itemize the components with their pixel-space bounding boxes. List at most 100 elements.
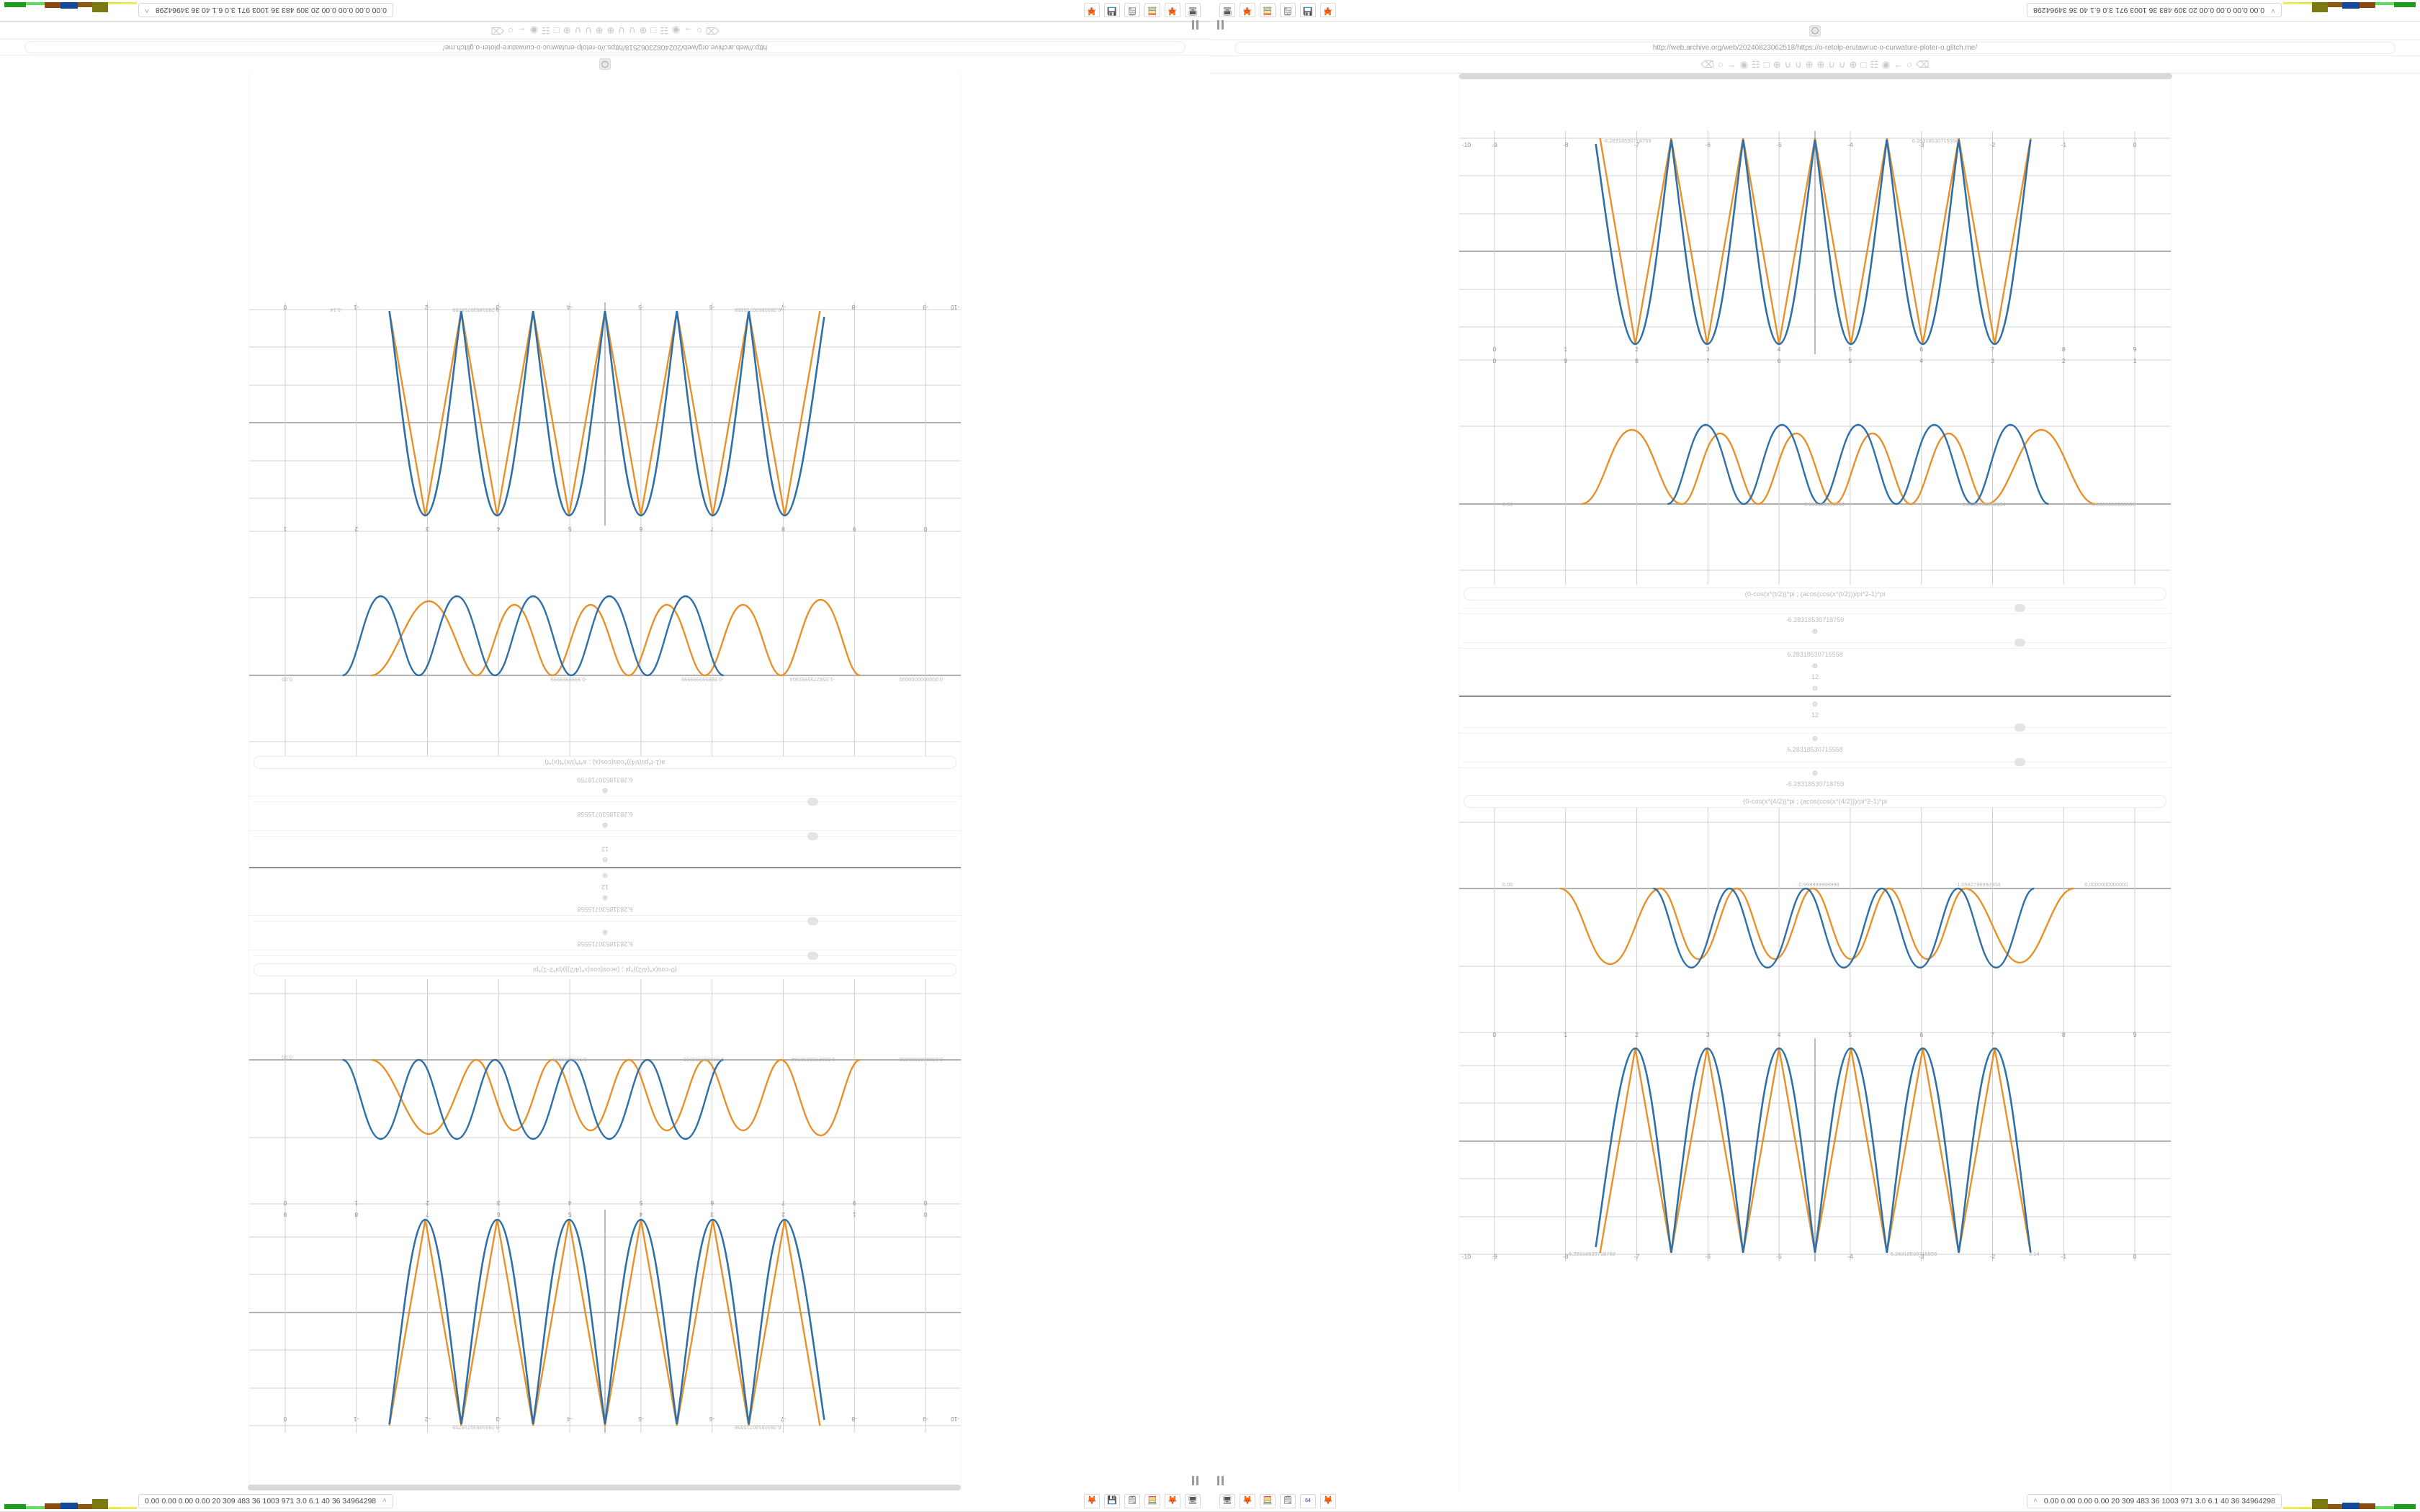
globe-icon-2[interactable]: ⊕ [606,25,615,37]
back-icon[interactable]: ⌫ [706,25,720,37]
globe-icon[interactable]: ⊕ [1773,58,1781,70]
system-monitor-bottom-left[interactable]: 0.00 0.00 0.00 0.00 20 309 483 36 1003 9… [138,1493,393,1508]
shield-icon[interactable]: ○ [1717,58,1724,70]
address-bar[interactable]: http://web.archive.org/web/2024082306251… [24,41,1186,53]
slider-row-b[interactable] [1459,636,2171,649]
slider-row-a[interactable] [249,950,961,962]
slider-row-b[interactable] [249,915,961,927]
shield-icon[interactable]: ○ [696,25,703,37]
slider-knob-b[interactable] [807,917,819,925]
slider-knob-a[interactable] [2014,604,2025,612]
slider-row-f[interactable] [249,796,961,808]
calculator-icon[interactable]: 🧮 [1144,1493,1160,1508]
slider-row-e[interactable] [1459,721,2171,734]
globe-icon-4[interactable]: ⊕ [563,25,571,37]
step-control-c[interactable]: ⊚ [601,871,609,880]
step-control-e[interactable]: ⊕ [1811,734,1819,743]
calculator-icon-b[interactable]: 🧮 [1260,1493,1276,1508]
horizontal-scrollbar-top-right[interactable] [1459,73,2172,79]
step-control-e[interactable]: ⊕ [601,821,609,829]
slider-knob-f[interactable] [807,798,819,806]
tab-curvature-plotter-right[interactable]: ◯ [1809,24,1821,37]
calculator-icon[interactable]: 🧮 [1260,3,1276,18]
chevron-up-icon-br[interactable]: ˄ [2033,1497,2038,1505]
trash-icon-2[interactable]: ☷ [542,25,550,37]
plot-curvature-upper-right[interactable]: 0 9 8 7 6 5 4 3 2 1 0.00 0.999999999999 … [1459,354,2171,585]
profile-icon[interactable]: ◉ [671,25,681,37]
profile-icon-2[interactable]: ◉ [529,25,539,37]
step-control-d[interactable]: ⊚ [601,855,609,864]
floppy-save-icon-b[interactable]: 64 [1300,1493,1316,1508]
window-icon[interactable]: □ [1763,58,1770,70]
notepad-icon-b[interactable]: 🗒 [1280,1493,1296,1508]
terminal-icon-b[interactable]: 🖥 [1185,3,1201,18]
smile-icon[interactable]: ∪ [628,25,636,37]
firefox-icon-c[interactable]: 🦊 [1320,1493,1336,1508]
back-icon[interactable]: ⌫ [1700,58,1714,70]
slider-knob-e[interactable] [2014,724,2025,732]
firefox-icon-b[interactable]: 🦊 [1240,1493,1255,1508]
system-monitor-top-right[interactable]: 0.00 0.00 0.00 0.00 20 309 483 36 1003 9… [138,3,393,18]
firefox-icon-b[interactable]: 🦊 [1165,3,1180,18]
back-arrow-icon[interactable]: ← [1894,58,1904,70]
smile-icon-2[interactable]: ∪ [1795,58,1802,70]
notepad-icon[interactable]: 🗒 [1124,1493,1140,1508]
tab-curvature-plotter[interactable]: ◯ [599,58,611,71]
trash-icon-2[interactable]: ☷ [1870,58,1878,70]
slider-knob-e[interactable] [807,832,819,840]
window-icon-2[interactable]: □ [1860,58,1867,70]
firefox-icon-c[interactable]: 🦊 [1084,3,1100,18]
forward-arrow-icon[interactable]: → [684,25,694,37]
globe-icon-3[interactable]: ⊕ [595,25,604,37]
smile-icon-4[interactable]: ∪ [574,25,582,37]
floppy-save-icon[interactable]: 💾 [1104,1493,1120,1508]
firefox-icon-2[interactable]: 🦊 [1240,3,1255,18]
plot-cosine-triangle-bottom[interactable]: 6.28318530715558 -6.28318530718759 -3.14… [249,302,961,526]
formula-input-bottom-right[interactable]: (0-cos(x*(4/2))*pi ; (acos(cos(x*(4/2)))… [1464,795,2166,808]
profile-icon-2[interactable]: ◉ [1881,58,1891,70]
step-control-d[interactable]: ⊚ [1811,700,1819,708]
globe-icon[interactable]: ⊕ [639,25,647,37]
smile-icon[interactable]: ∪ [1784,58,1792,70]
slider-knob-b[interactable] [2014,639,2025,647]
terminal-icon[interactable]: 🖥 [1219,3,1235,18]
step-control-f[interactable]: ⊕ [1811,769,1819,778]
slider-row-e[interactable] [249,830,961,842]
firefox-icon[interactable]: 🦊 [1084,1493,1100,1508]
notepad-icon-b[interactable]: 🗒 [1124,3,1140,18]
slider-knob-f[interactable] [2014,758,2025,766]
back-arrow-icon[interactable]: ← [516,25,526,37]
step-control-f[interactable]: ⊕ [601,786,609,795]
formula-input-top[interactable]: (0-cos(x*(4/2))*pi ; (acos(cos(x*(4/2)))… [254,963,956,976]
forward-icon[interactable]: ⌫ [1916,58,1930,70]
horizontal-scrollbar-top[interactable] [248,1485,961,1490]
step-control-a[interactable]: ⊕ [1811,627,1819,636]
smile-icon-3[interactable]: ∪ [585,25,592,37]
plot-cosine-triangle-top[interactable]: -10 -9 -8 -7 -6 -5 -4 -3 -2 -1 0 6.28318… [249,1210,961,1433]
terminal-icon[interactable]: 🖥 [1185,1493,1201,1508]
plot-curvature-lower-right[interactable]: 0.00 -0.999999999999 -1.0582736992304 0.… [1459,808,2171,1038]
shield-icon-2[interactable]: ○ [507,25,514,37]
chevron-up-icon-bl[interactable]: ˄ [382,1497,387,1505]
plot-curvature-lower[interactable]: 0.0000000000000 -1.0582736992304 -0.9999… [249,526,961,756]
forward-icon[interactable]: ⌫ [490,25,504,37]
notepad-icon[interactable]: 🗒 [1280,3,1296,18]
firefox-icon[interactable]: 🦊 [1320,3,1336,18]
firefox-icon-2[interactable]: 🦊 [1165,1493,1180,1508]
floppy-save-icon[interactable]: 💾 [1300,3,1316,18]
step-control-a[interactable]: ⊕ [601,928,609,937]
step-control-b[interactable]: ⊕ [601,894,609,902]
window-icon[interactable]: □ [650,25,657,37]
globe-icon-3[interactable]: ⊕ [1816,58,1825,70]
shield-icon-2[interactable]: ○ [1906,58,1913,70]
slider-knob-a[interactable] [807,952,819,960]
window-icon-2[interactable]: □ [553,25,560,37]
smile-icon-4[interactable]: ∪ [1838,58,1846,70]
globe-icon-4[interactable]: ⊕ [1849,58,1857,70]
slider-row-f[interactable] [1459,756,2171,768]
smile-icon-3[interactable]: ∪ [1828,58,1835,70]
chevron-down-icon[interactable]: ˅ [2271,6,2275,14]
forward-arrow-icon[interactable]: → [1726,58,1736,70]
trash-icon[interactable]: ☷ [1752,58,1760,70]
chevron-up-icon[interactable]: ˄ [145,6,149,14]
